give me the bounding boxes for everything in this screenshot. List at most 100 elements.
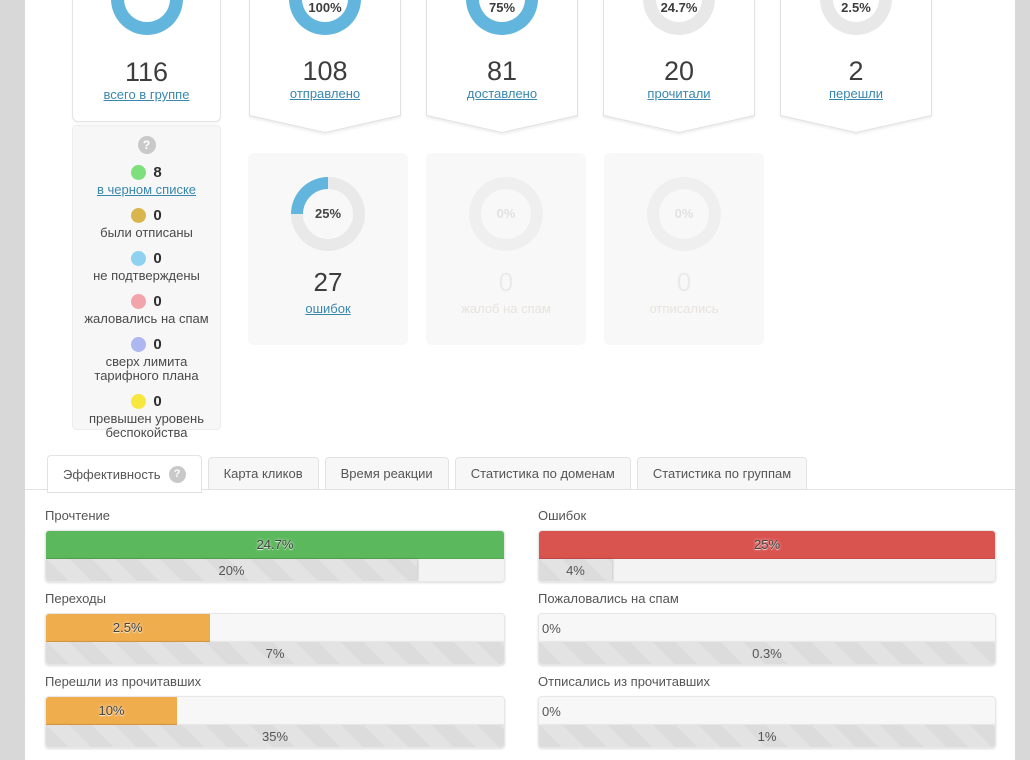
- value-bar-track: 24.7%: [46, 531, 504, 559]
- average-bar-fill: 35%: [46, 725, 504, 747]
- tab-label: Карта кликов: [223, 466, 303, 481]
- spam-percent-label: 0%: [496, 206, 516, 221]
- help-icon[interactable]: ?: [168, 465, 186, 483]
- unsubscribed-label: отписались: [649, 301, 719, 316]
- item-label: были отписаны: [100, 225, 193, 240]
- status-dot-icon: [131, 294, 147, 309]
- bar-group-clicked-of-read: Перешли из прочитавших 10% 35%: [45, 674, 505, 748]
- funnel-card-read: 24.7% 20 прочитали: [603, 0, 755, 135]
- list-item: 8 в черном списке: [97, 164, 196, 197]
- total-link[interactable]: всего в группе: [103, 87, 190, 102]
- total-value: 116: [124, 57, 169, 87]
- bar-group-unsubscribed-of-read: Отписались из прочитавших 0% 1%: [538, 674, 996, 748]
- blacklist-link[interactable]: в черном списке: [96, 182, 197, 197]
- value-bar-track: 0%: [539, 614, 995, 642]
- funnel-card-total: 116 всего в группе: [72, 0, 221, 122]
- spam-value: 0: [498, 267, 514, 297]
- tab-label: Эффективность: [63, 466, 161, 482]
- list-item: 0 были отписаны: [100, 207, 193, 240]
- average-bar-fill: 20%: [46, 559, 417, 581]
- bar-group-read-rate: Прочтение 24.7% 20%: [45, 508, 505, 582]
- value-bar-track: 25%: [539, 531, 995, 559]
- left-background-strip: [0, 0, 25, 760]
- errors-percent-label: 25%: [314, 206, 342, 221]
- unsubscribed-card: 0% 0 отписались: [604, 153, 764, 345]
- status-dot-icon: [131, 394, 147, 409]
- item-label: жаловались на спам: [84, 311, 209, 326]
- average-bar-track: 35%: [46, 725, 504, 747]
- help-icon[interactable]: ?: [137, 136, 156, 154]
- tab-label: Статистика по группам: [652, 466, 792, 481]
- unsubscribed-percent-label: 0%: [674, 206, 694, 221]
- bar-title: Пожаловались на спам: [538, 591, 679, 606]
- bar-title: Ошибок: [538, 508, 587, 523]
- status-dot-icon: [131, 337, 147, 352]
- bar-title: Переходы: [45, 591, 106, 606]
- read-link[interactable]: прочитали: [647, 86, 711, 101]
- read-value: 20: [663, 56, 695, 86]
- funnel-card-sent: 100% 108 отправлено: [249, 0, 401, 135]
- funnel-card-clicked: 2.5% 2 перешли: [780, 0, 932, 135]
- value-bar-fill: 10%: [46, 697, 177, 725]
- bar-title: Прочтение: [45, 508, 110, 523]
- tab-domain-stats[interactable]: Статистика по доменам: [454, 457, 631, 490]
- unsubscribed-donut-chart: [647, 177, 721, 251]
- errors-link[interactable]: ошибок: [305, 301, 351, 316]
- bar-group-errors: Ошибок 25% 4%: [538, 508, 996, 582]
- errors-donut-chart: [291, 177, 365, 251]
- average-bar-track: 20%: [46, 559, 504, 581]
- tab-reaction-time[interactable]: Время реакции: [324, 457, 449, 490]
- unsubscribed-value: 0: [676, 267, 692, 297]
- value-bar-fill: 25%: [539, 531, 995, 559]
- tab-label: Статистика по доменам: [470, 466, 615, 481]
- value-bar-track: 10%: [46, 697, 504, 725]
- value-bar-zero-label: 0%: [542, 703, 561, 719]
- delivered-link[interactable]: доставлено: [466, 86, 538, 101]
- item-count: 0: [153, 392, 162, 410]
- average-bar-track: 1%: [539, 725, 995, 747]
- tab-label: Время реакции: [340, 466, 433, 481]
- stats-tabbar: Эффективность ? Карта кликов Время реакц…: [47, 455, 808, 493]
- average-bar-fill: 1%: [539, 725, 995, 747]
- errors-value: 27: [313, 267, 343, 297]
- item-count: 0: [153, 249, 162, 267]
- value-bar-zero-label: 0%: [542, 620, 561, 636]
- item-count: 0: [153, 335, 162, 353]
- tab-click-map[interactable]: Карта кликов: [207, 457, 319, 490]
- delivered-value: 81: [486, 56, 518, 86]
- sent-link[interactable]: отправлено: [289, 86, 361, 101]
- clicked-link[interactable]: перешли: [828, 86, 883, 101]
- spam-complaints-card: 0% 0 жалоб на спам: [426, 153, 586, 345]
- spam-label: жалоб на спам: [461, 301, 551, 316]
- item-label: не подтверждены: [93, 268, 200, 283]
- item-label: превышен уровень беспокойства: [89, 411, 204, 440]
- average-bar-track: 7%: [46, 642, 504, 664]
- read-percent-label: 24.7%: [660, 0, 698, 15]
- average-bar-fill: 4%: [539, 559, 612, 581]
- spam-donut-chart: [469, 177, 543, 251]
- value-bar-fill: 2.5%: [46, 614, 210, 642]
- tab-group-stats[interactable]: Статистика по группам: [636, 457, 808, 490]
- bar-title: Перешли из прочитавших: [45, 674, 202, 689]
- item-label: сверх лимита тарифного плана: [94, 354, 199, 383]
- clicked-value: 2: [848, 56, 864, 86]
- status-dot-icon: [131, 208, 147, 223]
- right-background-strip: [1015, 0, 1030, 760]
- item-count: 8: [153, 163, 162, 181]
- average-bar-track: 0.3%: [539, 642, 995, 664]
- average-bar-fill: 7%: [46, 642, 504, 664]
- bar-group-spam-complaints: Пожаловались на спам 0% 0.3%: [538, 591, 996, 665]
- tab-effectiveness[interactable]: Эффективность ?: [47, 455, 202, 493]
- value-bar-fill: 24.7%: [46, 531, 504, 559]
- bar-group-clicks: Переходы 2.5% 7%: [45, 591, 505, 665]
- clicked-percent-label: 2.5%: [841, 0, 871, 15]
- list-item: 0 не подтверждены: [93, 250, 200, 283]
- item-count: 0: [153, 292, 162, 310]
- status-dot-icon: [131, 165, 147, 180]
- bar-title: Отписались из прочитавших: [538, 674, 711, 689]
- average-bar-track: 4%: [539, 559, 995, 581]
- list-item: 0 сверх лимита тарифного плана: [77, 336, 217, 383]
- delivered-percent-label: 75%: [488, 0, 516, 15]
- sent-value: 108: [302, 56, 348, 86]
